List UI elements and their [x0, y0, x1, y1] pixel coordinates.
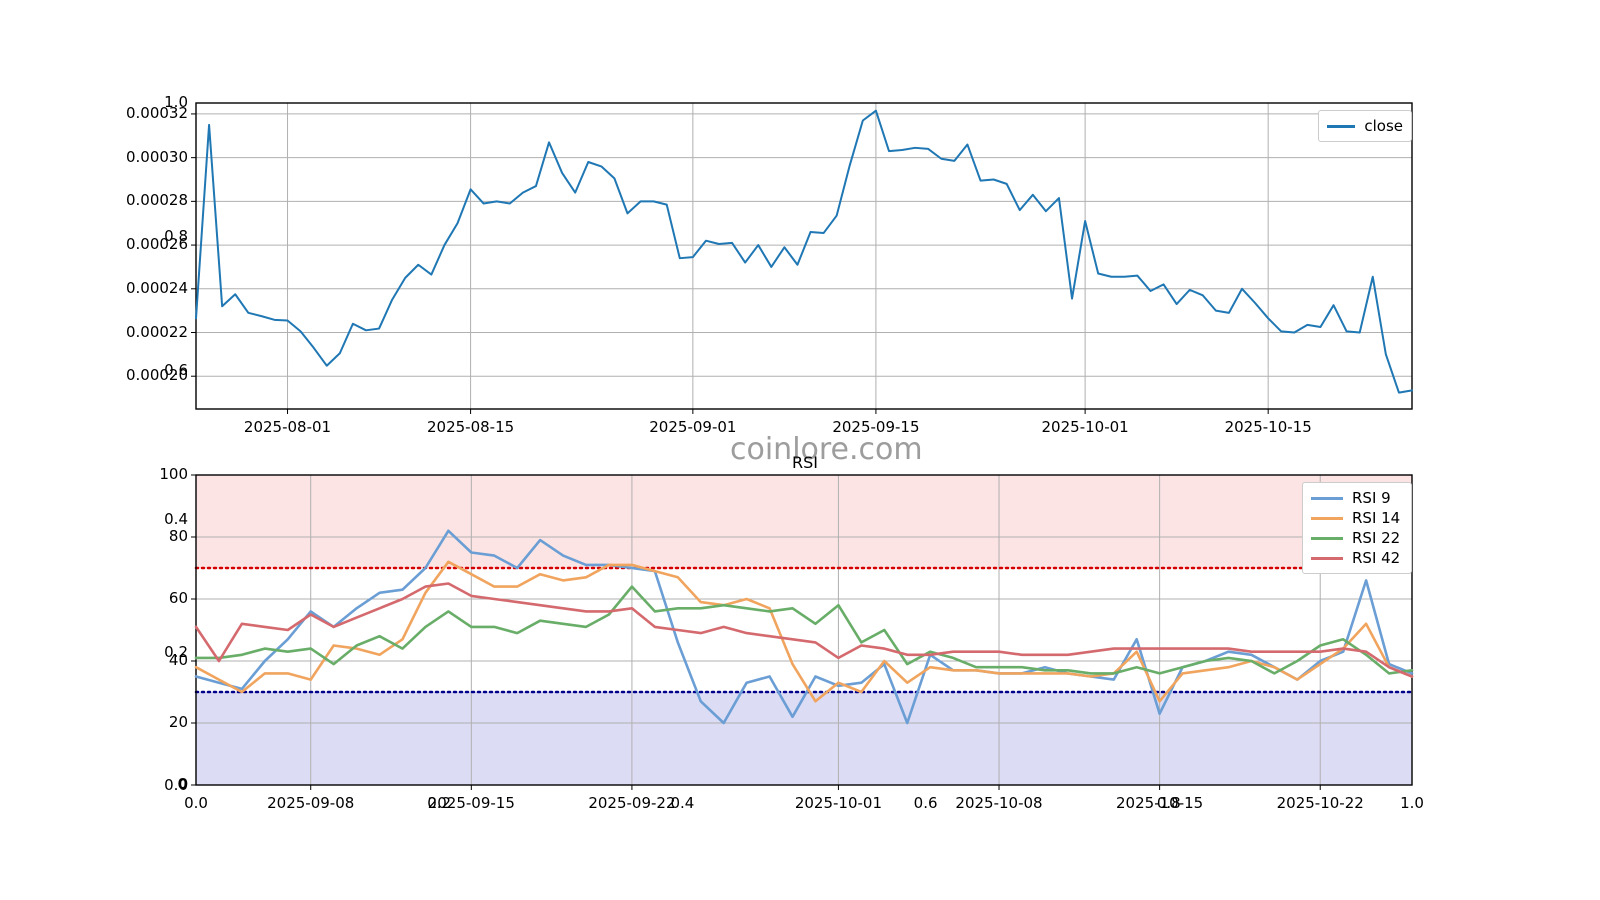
- rsi-x-overlay-tick-label: 1.0: [1400, 794, 1424, 812]
- rsi-title: RSI: [792, 453, 818, 472]
- legend-item-label: close: [1364, 117, 1403, 135]
- legend-item[interactable]: RSI 22: [1311, 528, 1403, 548]
- rsi-x-tick-label: 2025-10-15: [1116, 794, 1204, 812]
- rsi-x-tick-label: 2025-09-22: [588, 794, 676, 812]
- rsi-chart-svg: [191, 474, 1414, 790]
- legend-color-swatch: [1311, 556, 1343, 560]
- rsi-x-tick-label: 2025-09-08: [267, 794, 355, 812]
- rsi-x-tick-label: 2025-09-15: [427, 794, 515, 812]
- legend-item-label: RSI 14: [1352, 509, 1401, 527]
- rsi-x-overlay-tick-label: 0.0: [184, 794, 208, 812]
- watermark: coinlore.com: [730, 432, 923, 467]
- rsi-y-tick-label: 40: [168, 651, 188, 669]
- price-y-tick-label: 0.00022: [125, 322, 188, 341]
- rsi-x-overlay-tick-label: 0.2: [427, 794, 452, 812]
- legend-color-swatch: [1327, 124, 1356, 128]
- rsi-x-tick-label: 2025-10-08: [955, 794, 1043, 812]
- price-x-tick-label: 2025-08-01: [243, 418, 332, 436]
- price-y-overlay-tick-label: 0.8: [164, 227, 188, 245]
- rsi-x-overlay-tick-label: 0.8: [1156, 794, 1181, 812]
- price-x-tick-label: 2025-10-15: [1224, 418, 1312, 436]
- price-y-overlay-tick-label: 1.0: [164, 93, 188, 111]
- price-chart-panel: 0.00032 0.00030 0.00028 0.00026 0.00024 0.000…: [0, 0, 1600, 435]
- rsi-y-tick-label: 60: [168, 589, 188, 607]
- price-y-tick-label: 0.00032: [125, 103, 188, 122]
- rsi-y-overlay-tick-label: 0.2: [164, 643, 188, 661]
- rsi-x-overlay-tick-label: 0.4: [670, 794, 695, 812]
- rsi-chart-panel: 100 80 60 40 20 0 0.4 0.2 0.0 2025-09-08 2025-09…: [0, 430, 1600, 900]
- price-legend[interactable]: close: [1318, 110, 1412, 142]
- price-x-tick-label: 2025-09-01: [649, 418, 737, 436]
- legend-item[interactable]: RSI 14: [1311, 508, 1403, 528]
- price-x-tick-label: 2025-09-15: [832, 418, 920, 436]
- legend-color-swatch: [1311, 516, 1343, 520]
- legend-item[interactable]: RSI 42: [1311, 548, 1403, 568]
- rsi-y-overlay-tick-label: 0.0: [164, 776, 188, 794]
- legend-color-swatch: [1311, 496, 1343, 500]
- legend-item-label: RSI 22: [1352, 529, 1401, 547]
- price-chart-svg: [191, 102, 1413, 414]
- price-y-tick-label: 0.00020: [125, 366, 188, 385]
- rsi-legend[interactable]: RSI 9 RSI 14 RSI 22 RSI 42: [1302, 482, 1412, 574]
- rsi-x-overlay-tick-label: 0.6: [913, 794, 938, 812]
- price-y-tick-label: 0.00030: [125, 147, 188, 166]
- legend-item[interactable]: RSI 9: [1311, 488, 1403, 508]
- price-y-tick-label: 0.00026: [125, 235, 188, 254]
- rsi-y-tick-label: 100: [159, 465, 188, 483]
- legend-item-label: RSI 42: [1352, 549, 1401, 567]
- rsi-y-tick-label: 80: [168, 527, 188, 545]
- rsi-x-tick-label: 2025-10-01: [794, 794, 882, 812]
- legend-item-label: RSI 9: [1352, 489, 1391, 507]
- price-y-tick-label: 0.00028: [125, 191, 188, 210]
- legend-item[interactable]: close: [1327, 116, 1403, 136]
- price-y-overlay-tick-label: 0.6: [164, 361, 188, 379]
- price-x-tick-label: 2025-10-01: [1041, 418, 1129, 436]
- legend-color-swatch: [1311, 536, 1343, 540]
- rsi-y-tick-label: 0: [177, 775, 188, 793]
- rsi-y-tick-label: 20: [168, 713, 188, 731]
- rsi-y-overlay-tick-label: 0.4: [164, 510, 188, 528]
- price-x-tick-label: 2025-08-15: [426, 418, 515, 436]
- price-y-tick-label: 0.00024: [125, 278, 188, 297]
- rsi-x-tick-label: 2025-10-22: [1276, 794, 1364, 812]
